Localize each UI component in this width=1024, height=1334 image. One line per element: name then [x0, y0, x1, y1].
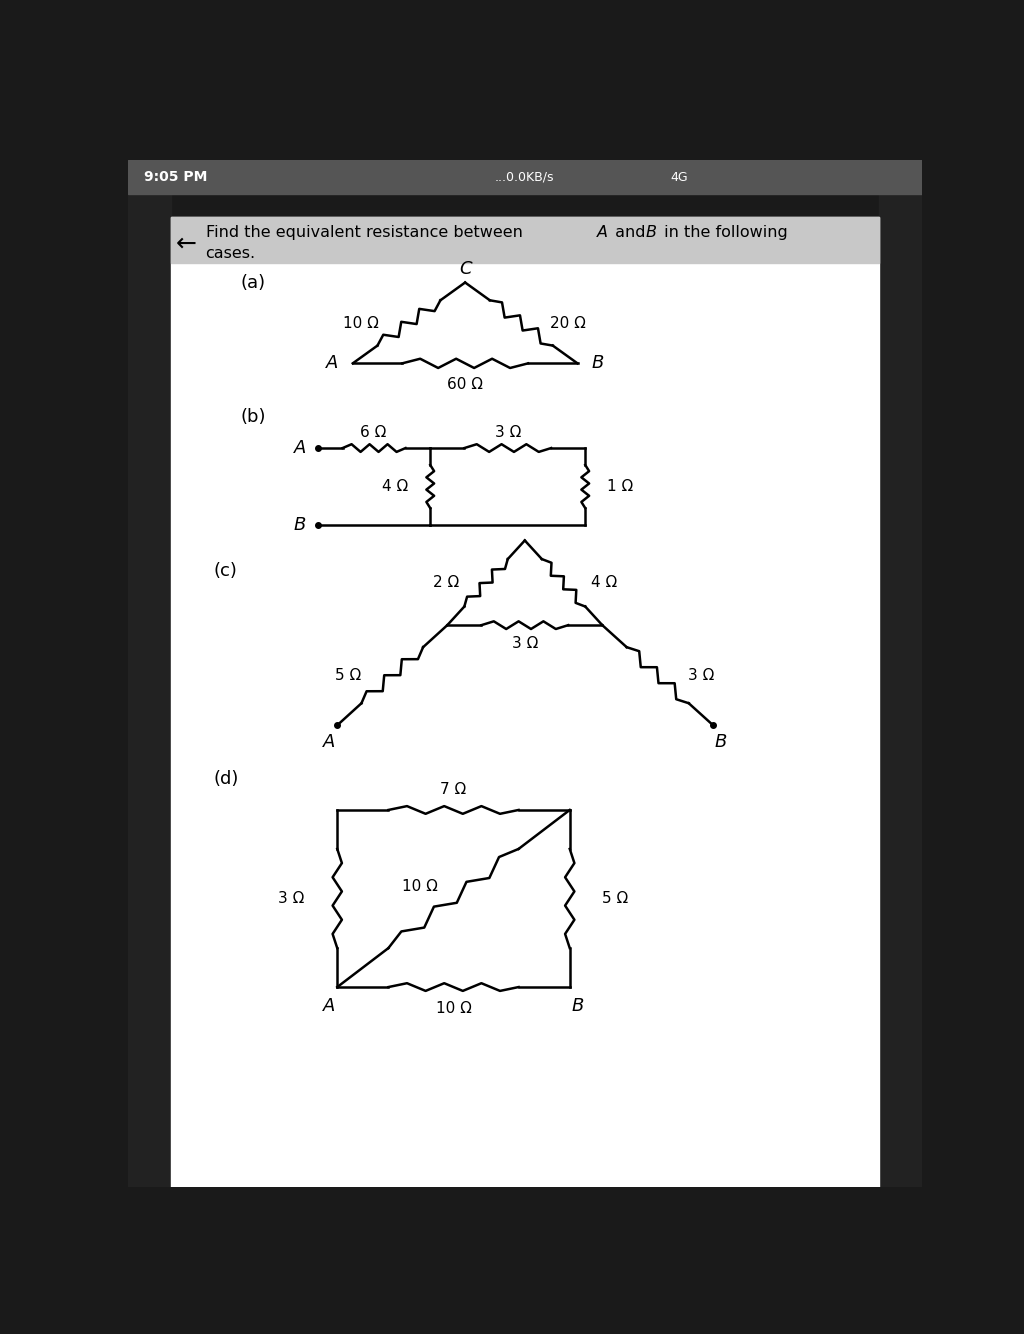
Text: 1 Ω: 1 Ω [607, 479, 633, 494]
Text: (d): (d) [213, 770, 239, 788]
Text: B: B [715, 734, 727, 751]
Text: 5 Ω: 5 Ω [335, 668, 361, 683]
Text: 7 Ω: 7 Ω [440, 783, 467, 798]
Text: 20 Ω: 20 Ω [550, 316, 587, 331]
Text: 5 Ω: 5 Ω [602, 891, 629, 906]
Text: B: B [646, 225, 656, 240]
Text: in the following: in the following [658, 225, 787, 240]
Text: ←: ← [176, 231, 197, 255]
Text: 10 Ω: 10 Ω [435, 1000, 471, 1017]
Text: 4 Ω: 4 Ω [382, 479, 409, 494]
Text: 2 Ω: 2 Ω [433, 575, 459, 591]
Text: 3 Ω: 3 Ω [279, 891, 305, 906]
Text: (b): (b) [241, 408, 266, 427]
Text: A: A [327, 355, 339, 372]
Text: 3 Ω: 3 Ω [512, 636, 538, 651]
Text: A: A [294, 439, 306, 458]
Bar [171, 217, 879, 1187]
Text: 4G: 4G [671, 171, 688, 184]
Text: 3 Ω: 3 Ω [495, 426, 521, 440]
Text: B: B [294, 516, 306, 534]
Text: B: B [592, 355, 604, 372]
Text: 10 Ω: 10 Ω [343, 316, 379, 331]
Text: 4 Ω: 4 Ω [591, 575, 616, 591]
Bar [879, 160, 922, 1187]
Text: cases.: cases. [206, 245, 256, 260]
Text: (a): (a) [241, 273, 265, 292]
Text: C: C [459, 260, 471, 277]
Bar [128, 160, 922, 193]
Text: Find the equivalent resistance between: Find the equivalent resistance between [206, 225, 527, 240]
Bar [171, 217, 879, 263]
Text: A: A [324, 998, 336, 1015]
Text: A: A [324, 734, 336, 751]
Text: 6 Ω: 6 Ω [360, 426, 387, 440]
Text: 3 Ω: 3 Ω [688, 668, 715, 683]
Text: 60 Ω: 60 Ω [447, 378, 483, 392]
Text: B: B [571, 998, 584, 1015]
Text: 9:05 PM: 9:05 PM [143, 169, 207, 184]
Text: 10 Ω: 10 Ω [402, 879, 438, 895]
Text: A: A [597, 225, 608, 240]
Bar [128, 160, 171, 1187]
Text: ...0.0KB/s: ...0.0KB/s [495, 171, 555, 184]
Text: (c): (c) [213, 562, 238, 580]
Text: and: and [610, 225, 650, 240]
